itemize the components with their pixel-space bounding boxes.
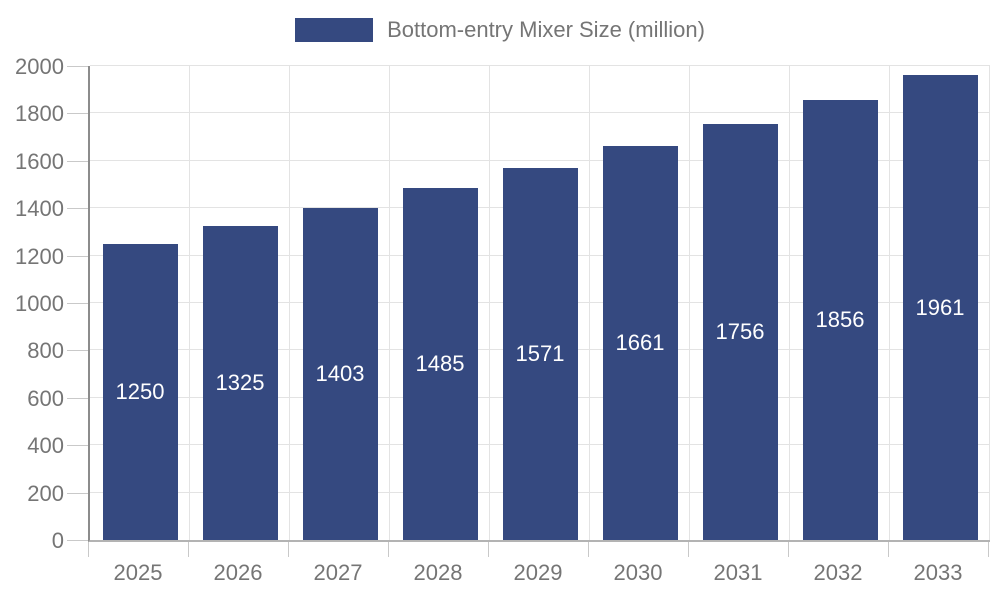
x-axis-category-label: 2025 — [113, 560, 163, 585]
y-axis-tick-label: 800 — [27, 338, 64, 364]
bar-2028[interactable]: 1485 — [402, 188, 478, 540]
y-axis-tick-label: 1800 — [15, 101, 64, 127]
y-axis-tick — [67, 208, 88, 210]
bar-value-label: 1856 — [815, 307, 865, 333]
y-axis-tick — [67, 492, 88, 494]
v-gridline — [289, 66, 290, 540]
y-axis-tick — [67, 350, 88, 352]
bar-2027[interactable]: 1403 — [302, 207, 378, 540]
v-gridline — [989, 66, 990, 540]
bar-2030[interactable]: 1661 — [602, 146, 678, 540]
x-axis-category-label: 2031 — [713, 560, 763, 585]
bar-2029[interactable]: 1571 — [502, 167, 578, 540]
bar-value-label: 1661 — [615, 330, 665, 356]
y-axis-tick — [67, 255, 88, 257]
y-axis-tick — [67, 113, 88, 115]
bar-2032[interactable]: 1856 — [802, 100, 878, 540]
x-axis-category-label: 2032 — [813, 560, 863, 585]
bar-value-label: 1250 — [115, 378, 165, 404]
y-axis-tick-label: 200 — [27, 480, 64, 506]
bar-2025[interactable]: 1250 — [102, 243, 178, 540]
bar-value-label: 1403 — [315, 360, 365, 386]
legend-swatch — [295, 18, 374, 42]
x-axis-category-label: 2027 — [313, 560, 363, 585]
y-axis-tick-label: 0 — [51, 528, 64, 553]
v-gridline — [689, 66, 690, 540]
x-axis-tick — [588, 542, 589, 557]
x-axis-tick — [88, 542, 89, 557]
plot-area: 1250 1325 1403 1485 1571 1661 1756 1856 1961 — [88, 65, 990, 542]
x-axis-tick — [988, 542, 989, 557]
v-gridline — [789, 66, 790, 540]
bar-value-label: 1485 — [415, 351, 465, 377]
legend[interactable]: Bottom-entry Mixer Size (million) — [0, 18, 1000, 42]
y-axis-tick — [67, 540, 88, 541]
h-gridline — [90, 65, 990, 66]
y-axis-tick — [67, 397, 88, 399]
bar-2031[interactable]: 1756 — [702, 123, 778, 540]
y-axis-tick-label: 1600 — [15, 148, 64, 174]
bar-value-label: 1571 — [515, 340, 565, 366]
x-axis-tick — [288, 542, 289, 557]
x-axis-tick — [888, 542, 889, 557]
v-gridline — [489, 66, 490, 540]
y-axis-tick-label: 1400 — [15, 196, 64, 222]
v-gridline — [389, 66, 390, 540]
x-axis-category-label: 2029 — [513, 560, 563, 585]
x-axis-category-label: 2026 — [213, 560, 263, 585]
bar-value-label: 1756 — [715, 318, 765, 344]
x-axis-tick — [488, 542, 489, 557]
x-axis-tick — [388, 542, 389, 557]
y-axis-tick — [67, 66, 88, 67]
y-axis-tick — [67, 445, 88, 447]
bar-value-label: 1961 — [915, 294, 965, 320]
bar-value-label: 1325 — [215, 369, 265, 395]
bar-2033[interactable]: 1961 — [902, 75, 978, 540]
x-axis-tick — [688, 542, 689, 557]
x-axis-category-label: 2030 — [613, 560, 663, 585]
y-axis-tick-label: 600 — [27, 385, 64, 411]
h-gridline — [90, 112, 990, 114]
v-gridline — [589, 66, 590, 540]
legend-label: Bottom-entry Mixer Size (million) — [387, 17, 705, 42]
y-axis-tick-label: 400 — [27, 433, 64, 459]
y-axis-tick-label: 1000 — [15, 291, 64, 316]
bar-2026[interactable]: 1325 — [202, 225, 278, 540]
v-gridline — [189, 66, 190, 540]
x-axis-category-label: 2033 — [913, 560, 963, 585]
y-axis-tick-label: 1200 — [15, 243, 64, 269]
y-axis-tick — [67, 160, 88, 162]
y-axis-tick — [67, 303, 88, 304]
x-axis-tick — [188, 542, 189, 557]
y-axis-tick-label: 2000 — [15, 54, 64, 79]
v-gridline — [889, 66, 890, 540]
x-axis-category-label: 2028 — [413, 560, 463, 585]
x-axis-tick — [788, 542, 789, 557]
h-gridline — [90, 159, 990, 161]
